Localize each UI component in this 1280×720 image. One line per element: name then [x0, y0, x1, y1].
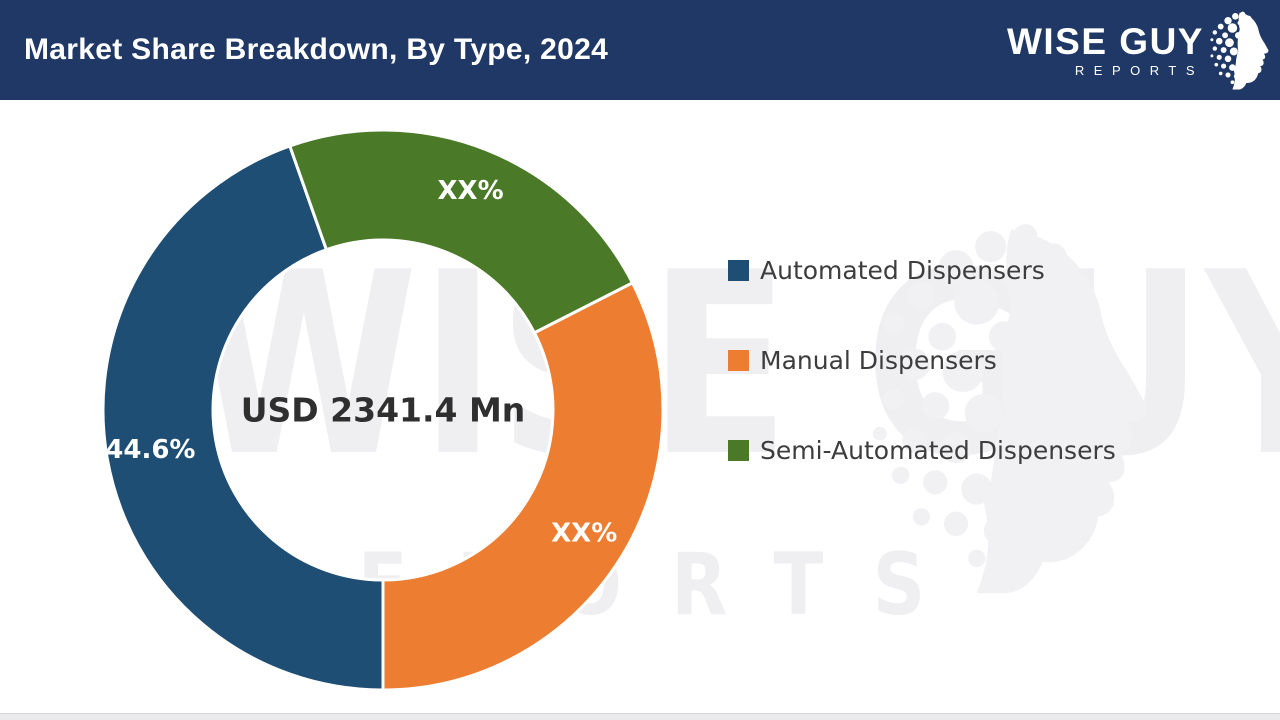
- donut-segment-automated-dispensers: [101, 144, 385, 692]
- segment-label: 44.6%: [105, 435, 195, 465]
- donut-segment-manual-dispensers: [381, 280, 665, 692]
- header: Market Share Breakdown, By Type, 2024 WI…: [0, 0, 1280, 100]
- chart-center-value: USD 2341.4 Mn: [240, 390, 526, 430]
- legend-label: Manual Dispensers: [760, 345, 997, 375]
- footer-bar: [0, 713, 1280, 720]
- legend-swatch: [728, 439, 749, 461]
- legend-label: Semi-Automated Dispensers: [760, 435, 1116, 465]
- page-title: Market Share Breakdown, By Type, 2024: [24, 33, 609, 66]
- segment-label: XX%: [551, 518, 617, 548]
- chart-area: WISE GUY REPORTS 44.6% XX% XX% USD 2341.4 …: [0, 100, 1280, 713]
- donut-chart: 44.6% XX% XX%: [101, 128, 665, 692]
- chart-legend: Automated Dispensers Manual Dispensers S…: [728, 255, 1116, 525]
- legend-item: Automated Dispensers: [728, 255, 1116, 285]
- segment-label: XX%: [437, 176, 503, 206]
- legend-item: Manual Dispensers: [728, 345, 1116, 375]
- logo-face-icon: [1210, 11, 1269, 90]
- legend-label: Automated Dispensers: [760, 255, 1045, 285]
- legend-swatch: [728, 259, 749, 281]
- legend-item: Semi-Automated Dispensers: [728, 435, 1116, 465]
- logo-text: WISE GUY REPORTS: [1007, 23, 1204, 77]
- logo-subtitle: REPORTS: [1074, 63, 1204, 78]
- wise-guy-logo: WISE GUY REPORTS: [1007, 5, 1272, 95]
- donut-segment-semi-automated-dispensers: [287, 128, 635, 335]
- logo-wordmark: WISE GUY: [1006, 21, 1204, 62]
- legend-swatch: [728, 349, 749, 371]
